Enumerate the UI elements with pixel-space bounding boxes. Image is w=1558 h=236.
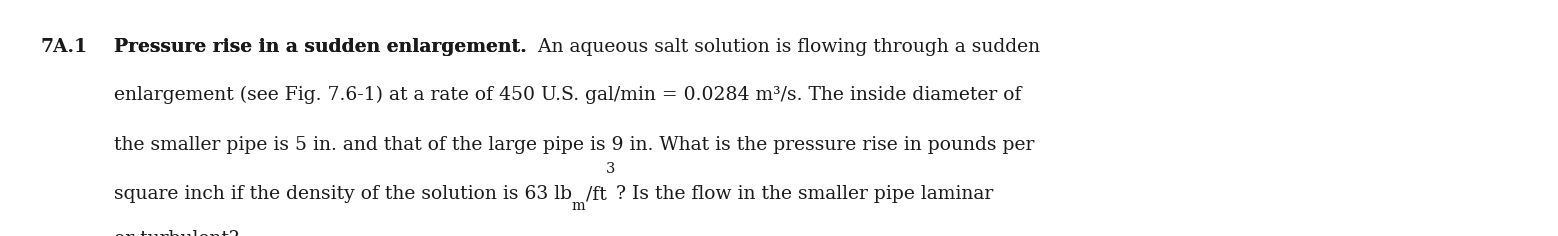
Text: or turbulent?: or turbulent? xyxy=(114,230,238,236)
Text: m: m xyxy=(572,199,586,213)
Text: /ft: /ft xyxy=(586,185,606,203)
Text: square inch if the density of the solution is 63 lb: square inch if the density of the soluti… xyxy=(114,185,572,203)
Text: Pressure rise in a sudden enlargement.: Pressure rise in a sudden enlargement. xyxy=(114,38,527,56)
Text: An aqueous salt solution is flowing through a sudden: An aqueous salt solution is flowing thro… xyxy=(527,38,1041,56)
Text: Pressure rise in a sudden enlargement.: Pressure rise in a sudden enlargement. xyxy=(114,38,527,56)
Text: enlargement (see Fig. 7.6-1) at a rate of 450 U.S. gal/min = 0.0284 m³/s. The in: enlargement (see Fig. 7.6-1) at a rate o… xyxy=(114,86,1020,104)
Text: 7A.1: 7A.1 xyxy=(41,38,87,56)
Text: ? Is the flow in the smaller pipe laminar: ? Is the flow in the smaller pipe lamina… xyxy=(615,185,992,203)
Text: the smaller pipe is 5 in. and that of the large pipe is 9 in. What is the pressu: the smaller pipe is 5 in. and that of th… xyxy=(114,136,1035,154)
Text: 3: 3 xyxy=(606,162,615,176)
